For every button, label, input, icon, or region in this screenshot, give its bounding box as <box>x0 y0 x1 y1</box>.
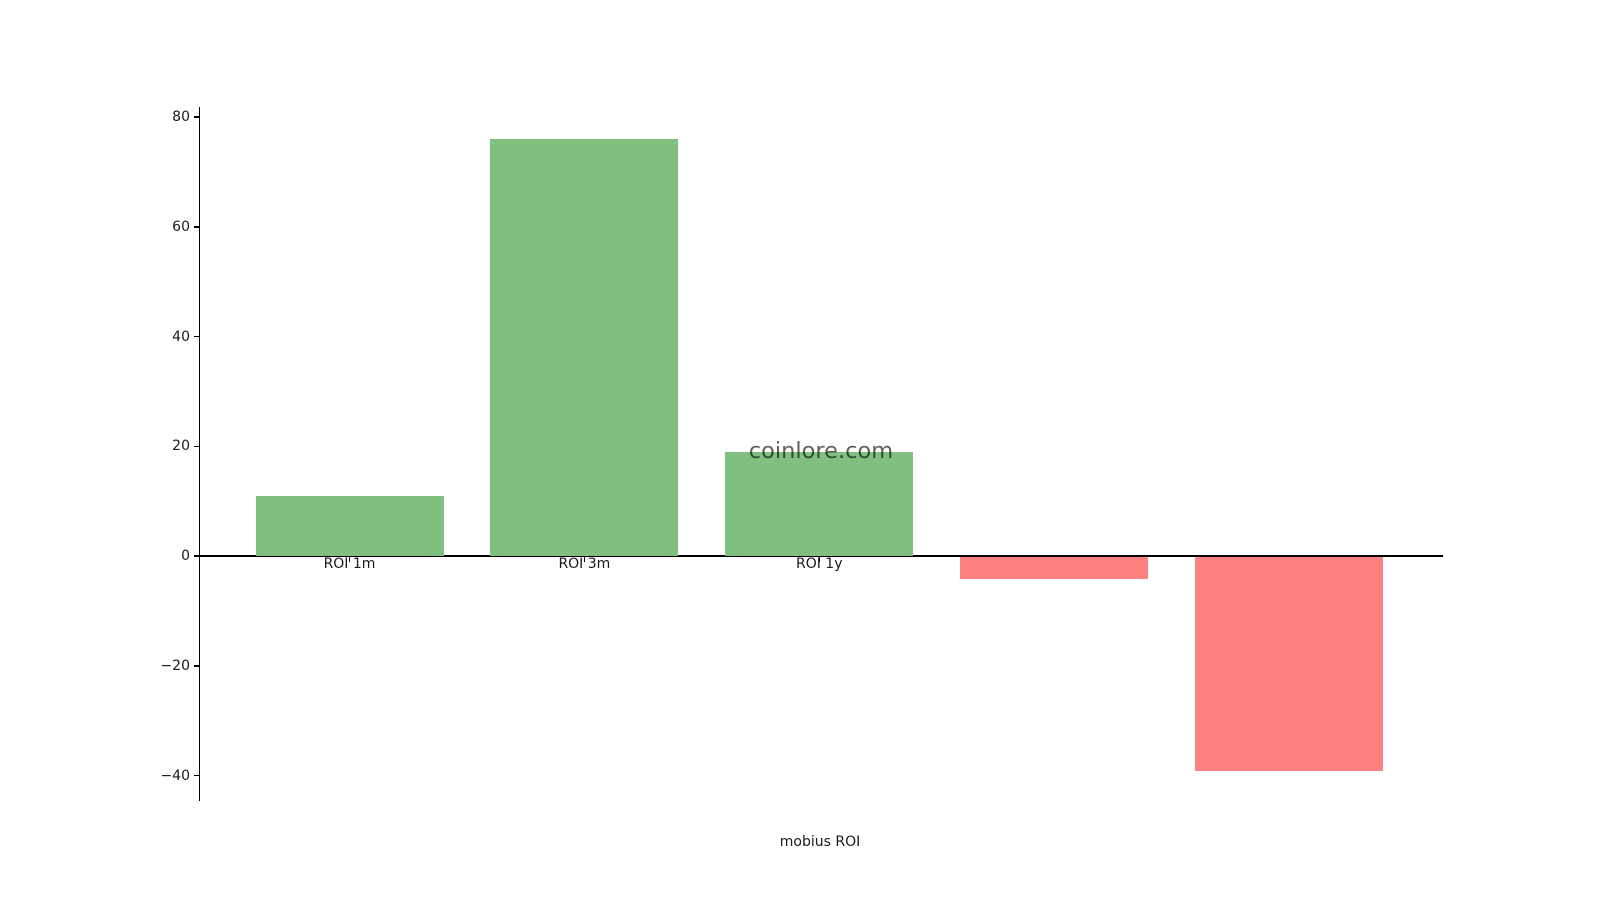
x-tick-label: ROI 1m <box>323 555 376 572</box>
y-tick-label: 80 <box>172 109 190 125</box>
y-tick-label: 0 <box>181 548 190 564</box>
y-tick-label: −40 <box>160 767 190 784</box>
bar-negative <box>960 556 1149 579</box>
y-tick-mark <box>193 774 200 777</box>
bar-positive <box>725 451 914 556</box>
y-tick-label: 20 <box>172 438 190 455</box>
y-tick-mark <box>193 226 200 228</box>
x-tick-mark <box>348 556 351 562</box>
y-tick-mark <box>193 445 200 447</box>
y-tick-mark <box>193 116 200 118</box>
y-tick-label: 40 <box>172 328 190 345</box>
x-tick-label: ROI 3m <box>558 555 611 572</box>
x-tick-mark <box>818 556 820 562</box>
y-tick-mark <box>193 335 200 338</box>
x-tick-label: ROI 1y <box>795 555 843 572</box>
y-tick-mark <box>193 665 200 667</box>
bar-positive <box>490 138 679 556</box>
x-tick-mark <box>583 556 586 562</box>
watermark: coinlore.com <box>748 438 894 464</box>
y-axis-spine <box>198 107 201 801</box>
y-tick-label: −20 <box>160 657 190 674</box>
x-axis-title: mobius ROI <box>779 834 861 850</box>
bar-negative <box>1195 556 1383 771</box>
y-tick-label: 60 <box>172 218 190 235</box>
bar-positive <box>255 495 444 556</box>
y-tick-mark <box>193 555 200 557</box>
